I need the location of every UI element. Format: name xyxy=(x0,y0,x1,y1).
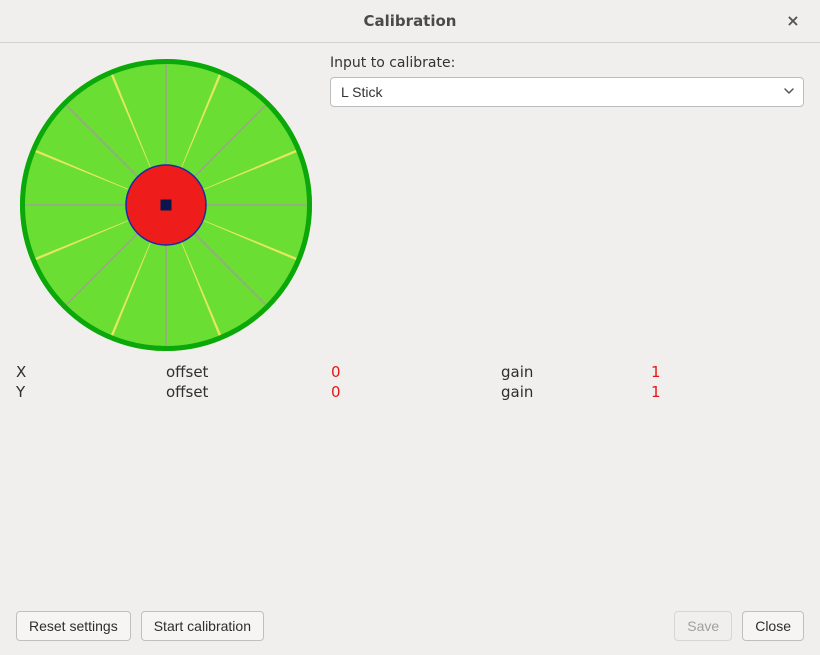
window-title: Calibration xyxy=(364,12,457,30)
gain-value: 1 xyxy=(651,383,804,401)
calibration-window: Calibration × Input to calibrate: L Stic… xyxy=(0,0,820,655)
axis-name: X xyxy=(16,363,166,381)
offset-value: 0 xyxy=(331,383,501,401)
gain-label: gain xyxy=(501,363,651,381)
start-calibration-button[interactable]: Start calibration xyxy=(141,611,264,641)
stick-visual-container xyxy=(16,55,316,355)
offset-label: offset xyxy=(166,363,331,381)
axis-readings: Xoffset0gain1 Yoffset0gain1 xyxy=(16,363,804,401)
close-button[interactable]: Close xyxy=(742,611,804,641)
gain-value: 1 xyxy=(651,363,804,381)
content-area: Input to calibrate: L Stick Xoffset0gain… xyxy=(0,43,820,601)
button-bar: Reset settings Start calibration Save Cl… xyxy=(0,601,820,655)
input-select-label: Input to calibrate: xyxy=(330,55,804,71)
reset-settings-button[interactable]: Reset settings xyxy=(16,611,131,641)
input-select[interactable]: L Stick xyxy=(330,77,804,107)
save-button[interactable]: Save xyxy=(674,611,732,641)
axis-name: Y xyxy=(16,383,166,401)
stick-calibration-visual xyxy=(16,55,316,355)
offset-value: 0 xyxy=(331,363,501,381)
titlebar: Calibration × xyxy=(0,0,820,43)
gain-label: gain xyxy=(501,383,651,401)
offset-label: offset xyxy=(166,383,331,401)
top-row: Input to calibrate: L Stick xyxy=(16,55,804,355)
close-icon[interactable]: × xyxy=(778,0,808,42)
input-select-column: Input to calibrate: L Stick xyxy=(330,55,804,107)
input-select-wrap: L Stick xyxy=(330,77,804,107)
